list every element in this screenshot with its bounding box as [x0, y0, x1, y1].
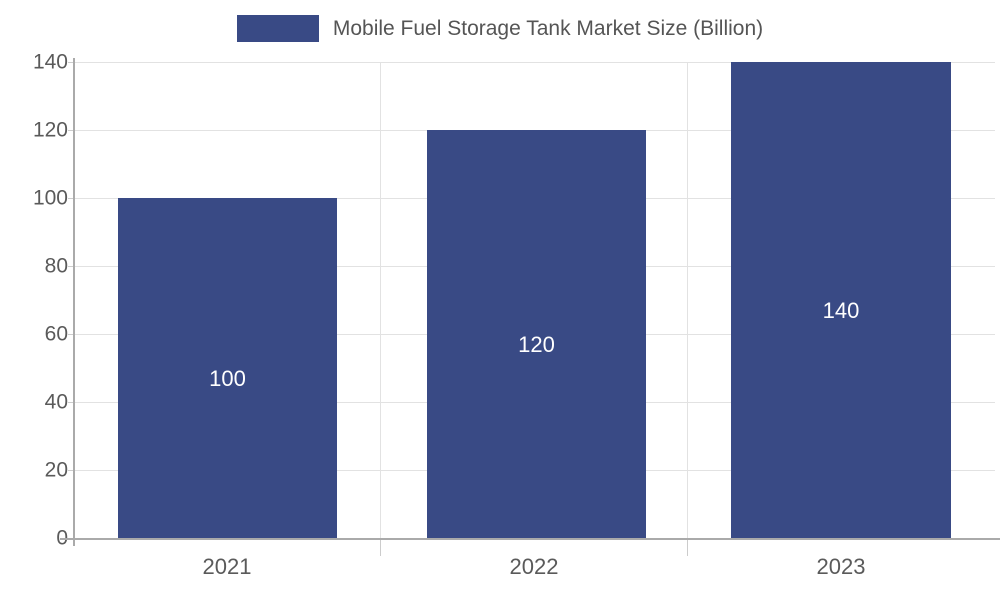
x-tick-mark-2022-2023 — [687, 540, 688, 556]
y-tick-label-20: 20 — [44, 458, 68, 482]
x-tick-label-2022: 2022 — [509, 554, 559, 579]
y-tick-mark-80 — [68, 266, 75, 267]
y-tick-mark-60 — [68, 334, 75, 335]
bar-2022[interactable]: 120 — [427, 130, 646, 538]
y-tick-label-140: 140 — [32, 50, 68, 74]
y-tick-mark-40 — [68, 402, 75, 403]
x-tick-label-2023: 2023 — [816, 554, 866, 579]
gridline-v-2021-2022 — [380, 62, 381, 538]
y-tick-label-60: 60 — [44, 322, 68, 346]
x-tick-label-2021: 2021 — [202, 554, 252, 579]
legend-color-swatch-icon — [236, 14, 319, 42]
bar-value-label-2021: 100 — [209, 366, 246, 391]
y-tick-mark-20 — [68, 470, 75, 471]
bar-2023[interactable]: 140 — [731, 62, 951, 538]
y-tick-label-120: 120 — [32, 118, 68, 142]
legend-item-label: Mobile Fuel Storage Tank Market Size (Bi… — [332, 16, 764, 40]
y-tick-mark-100 — [68, 198, 75, 199]
y-axis-line — [73, 58, 75, 546]
y-tick-label-0: 0 — [4, 528, 68, 549]
legend-item-market-size[interactable]: Mobile Fuel Storage Tank Market Size (Bi… — [236, 14, 764, 42]
x-axis-line — [60, 538, 1000, 540]
chart-legend: Mobile Fuel Storage Tank Market Size (Bi… — [0, 0, 1000, 56]
y-tick-label-40: 40 — [44, 390, 68, 414]
y-tick-mark-120 — [68, 130, 75, 131]
bar-value-label-2022: 120 — [518, 332, 555, 357]
gridline-h-140 — [74, 62, 995, 63]
y-tick-label-80: 80 — [44, 254, 68, 278]
y-axis-labels: 140 120 100 80 60 40 20 0 — [0, 0, 75, 600]
y-tick-label-100: 100 — [32, 186, 68, 210]
gridline-v-2022-2023 — [687, 62, 688, 538]
plot-area: 100 120 140 — [74, 62, 995, 538]
bar-value-label-2023: 140 — [822, 298, 860, 323]
x-tick-mark-2021-2022 — [380, 540, 381, 556]
bar-2021[interactable]: 100 — [118, 198, 337, 538]
y-tick-mark-140 — [68, 62, 75, 63]
